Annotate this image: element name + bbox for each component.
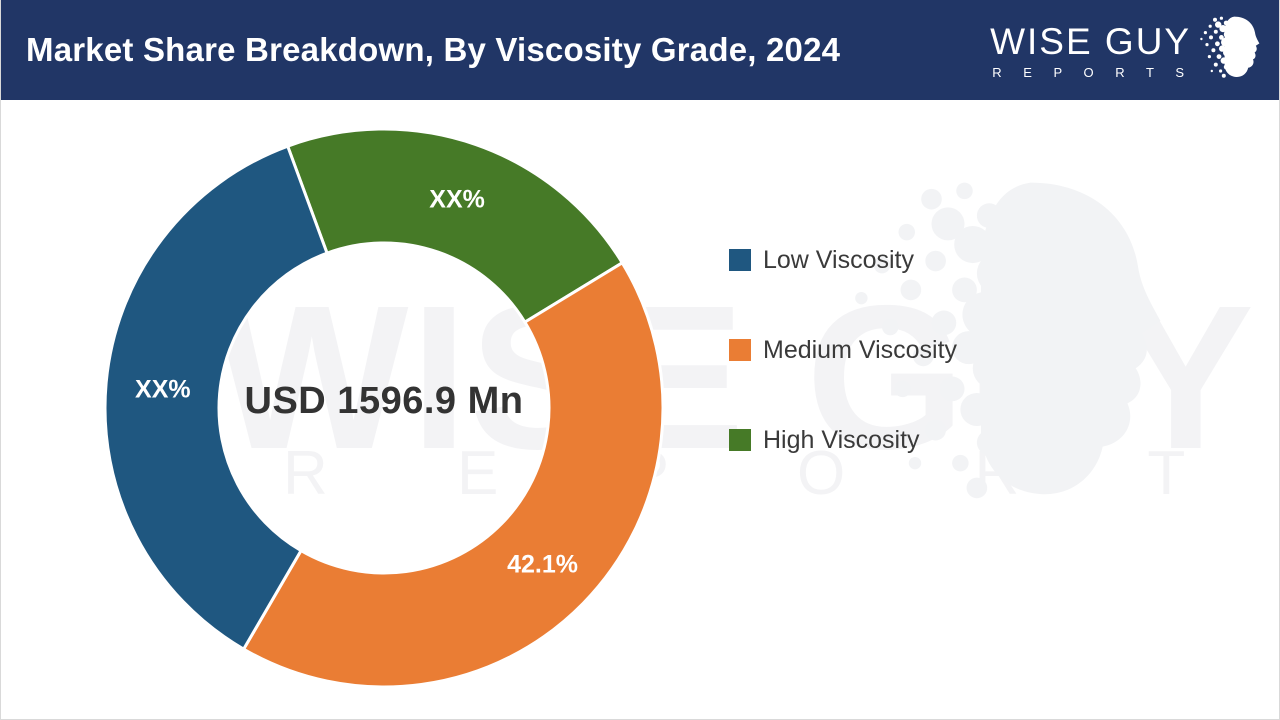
legend-label: High Viscosity (763, 425, 920, 454)
header-bar: Market Share Breakdown, By Viscosity Gra… (1, 0, 1279, 100)
logo-wordmark: WISE GUY R E P O R T S (988, 21, 1193, 81)
donut-segment-label: XX% (135, 376, 191, 404)
donut-segment-medium-viscosity (241, 260, 665, 689)
donut-segment-label: 42.1% (507, 550, 578, 578)
donut-chart: XX% 42.1% XX% (103, 127, 665, 689)
brand-logo: WISE GUY R E P O R T S (988, 10, 1263, 92)
legend-swatch (729, 249, 751, 271)
legend-label: Medium Viscosity (763, 335, 958, 364)
legend-swatch (729, 429, 751, 451)
donut-center-value: USD 1596.9 Mn (244, 380, 524, 422)
donut-segment-label: XX% (429, 185, 485, 213)
logo-head-icon (1200, 16, 1260, 78)
legend-swatch (729, 339, 751, 361)
chart-area: WISE GUY R E P O R T S XX%42.1%XX% USD 1… (1, 100, 1279, 719)
logo-wordmark-sub: R E P O R T S (992, 65, 1193, 80)
legend-item-medium-viscosity: Medium Viscosity (729, 335, 958, 364)
donut-segment-low-viscosity (103, 144, 329, 652)
legend-label: Low Viscosity (763, 245, 914, 274)
donut-segment-high-viscosity (285, 127, 625, 325)
page-title: Market Share Breakdown, By Viscosity Gra… (26, 31, 841, 68)
chart-legend: Low Viscosity Medium Viscosity High Viscos… (729, 245, 958, 518)
legend-item-low-viscosity: Low Viscosity (729, 245, 957, 274)
legend-item-high-viscosity: High Viscosity (729, 425, 957, 454)
watermark-subtext: R E P O R T S (283, 439, 1279, 508)
logo-wordmark-main: WISE GUY (990, 21, 1192, 62)
